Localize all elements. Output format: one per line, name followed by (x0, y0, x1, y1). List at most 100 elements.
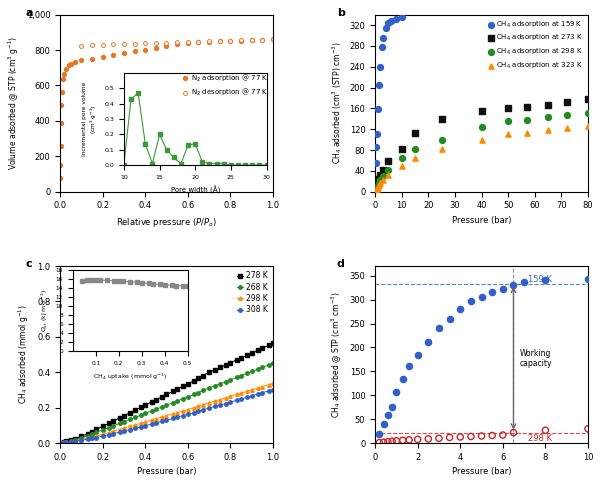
298 K (120, 425, 127, 431)
308 K (169, 415, 176, 421)
278 K (110, 418, 117, 424)
298 K (88, 434, 95, 440)
Point (520, 279, 529, 286)
268 K (216, 381, 223, 387)
CH$_4$ adsorption at 298 K (477, 123, 487, 131)
268 K (116, 420, 123, 426)
Point (383, 438, 392, 446)
N$_2$ adsorption @ 77 K (131, 49, 138, 55)
268 K (244, 370, 251, 376)
268 K (223, 378, 230, 384)
CH$_4$ adsorption at 273 K (410, 129, 420, 137)
Point (374, 430, 384, 437)
298 K (191, 405, 198, 411)
278 K (216, 364, 223, 370)
268 K (137, 412, 145, 418)
N$_2$ adsorption @ 77 K (58, 102, 65, 108)
298 K (61, 440, 68, 446)
CH$_4$ adsorption at 159 K (381, 24, 391, 32)
CH$_4$ adsorption at 273 K (372, 182, 382, 190)
308 K (61, 440, 68, 446)
N$_2$ desorption @ 77 K (248, 37, 255, 43)
308 K (254, 391, 262, 397)
278 K (63, 438, 70, 444)
N$_2$ adsorption @ 77 K (163, 43, 170, 49)
N$_2$ desorption @ 77 K (216, 38, 223, 44)
CH$_4$ adsorption at 298 K (374, 180, 384, 187)
N$_2$ desorption @ 77 K (152, 40, 160, 46)
CH$_4$ adsorption at 159 K (386, 17, 396, 25)
278 K (127, 410, 134, 415)
278 K (259, 345, 266, 351)
CH$_4$ adsorption at 273 K (583, 95, 593, 103)
Point (477, 293, 487, 301)
CH$_4$ adsorption at 159 K (372, 131, 382, 138)
Legend: N$_2$ adsorption @ 77 K, N$_2$ desorption @ 77 K: N$_2$ adsorption @ 77 K, N$_2$ desorptio… (181, 71, 269, 100)
Point (583, 425, 593, 433)
308 K (63, 440, 70, 446)
268 K (254, 366, 262, 372)
268 K (71, 437, 79, 443)
268 K (269, 360, 277, 366)
CH$_4$ adsorption at 273 K (378, 166, 388, 174)
CH$_4$ adsorption at 298 K (378, 172, 388, 180)
278 K (163, 392, 170, 397)
298 K (131, 422, 138, 428)
268 K (265, 362, 272, 368)
N$_2$ adsorption @ 77 K (173, 41, 181, 47)
Point (466, 297, 476, 304)
308 K (265, 388, 272, 394)
Point (379, 420, 388, 428)
N$_2$ adsorption @ 77 K (88, 56, 95, 61)
N$_2$ desorption @ 77 K (77, 43, 85, 49)
N$_2$ desorption @ 77 K (99, 41, 106, 47)
298 K (248, 387, 255, 393)
N$_2$ desorption @ 77 K (269, 37, 277, 42)
CH$_4$ adsorption at 159 K (371, 159, 380, 167)
278 K (152, 397, 160, 403)
CH$_4$ adsorption at 298 K (437, 136, 446, 144)
278 K (244, 353, 251, 358)
298 K (163, 412, 170, 418)
Y-axis label: CH$_4$ adsorbed (mmol g$^{-1}$): CH$_4$ adsorbed (mmol g$^{-1}$) (17, 305, 31, 405)
Point (541, 426, 550, 434)
CH$_4$ adsorption at 323 K (437, 145, 446, 153)
298 K (205, 400, 212, 406)
278 K (131, 408, 138, 413)
Y-axis label: CH$_4$ adsorbed @ STP (cm$^3$ cm$^{-3}$): CH$_4$ adsorbed @ STP (cm$^3$ cm$^{-3}$) (330, 291, 344, 418)
298 K (77, 437, 85, 443)
CH$_4$ adsorption at 323 K (583, 122, 593, 130)
268 K (127, 416, 134, 422)
N$_2$ adsorption @ 77 K (63, 66, 70, 72)
Point (388, 403, 397, 411)
308 K (116, 429, 123, 435)
268 K (212, 383, 219, 389)
N$_2$ desorption @ 77 K (110, 41, 117, 47)
308 K (180, 412, 187, 418)
308 K (142, 423, 149, 429)
268 K (233, 375, 241, 380)
278 K (269, 340, 277, 346)
308 K (184, 412, 191, 417)
Point (455, 305, 465, 313)
268 K (84, 433, 91, 439)
278 K (106, 420, 113, 426)
308 K (67, 439, 74, 445)
Point (477, 432, 487, 440)
Line: N$_2$ adsorption @ 77 K: N$_2$ adsorption @ 77 K (58, 37, 275, 180)
298 K (195, 403, 202, 409)
298 K (148, 417, 155, 423)
Point (398, 436, 407, 444)
Line: N$_2$ desorption @ 77 K: N$_2$ desorption @ 77 K (79, 37, 275, 48)
298 K (238, 390, 245, 396)
308 K (110, 431, 117, 436)
308 K (148, 421, 155, 427)
X-axis label: Relative pressure ($P$/$P_o$): Relative pressure ($P$/$P_o$) (116, 216, 217, 229)
298 K (63, 439, 70, 445)
268 K (131, 414, 138, 420)
Point (424, 338, 433, 346)
CH$_4$ adsorption at 298 K (583, 109, 593, 116)
268 K (99, 427, 106, 433)
268 K (195, 390, 202, 395)
308 K (195, 409, 202, 414)
